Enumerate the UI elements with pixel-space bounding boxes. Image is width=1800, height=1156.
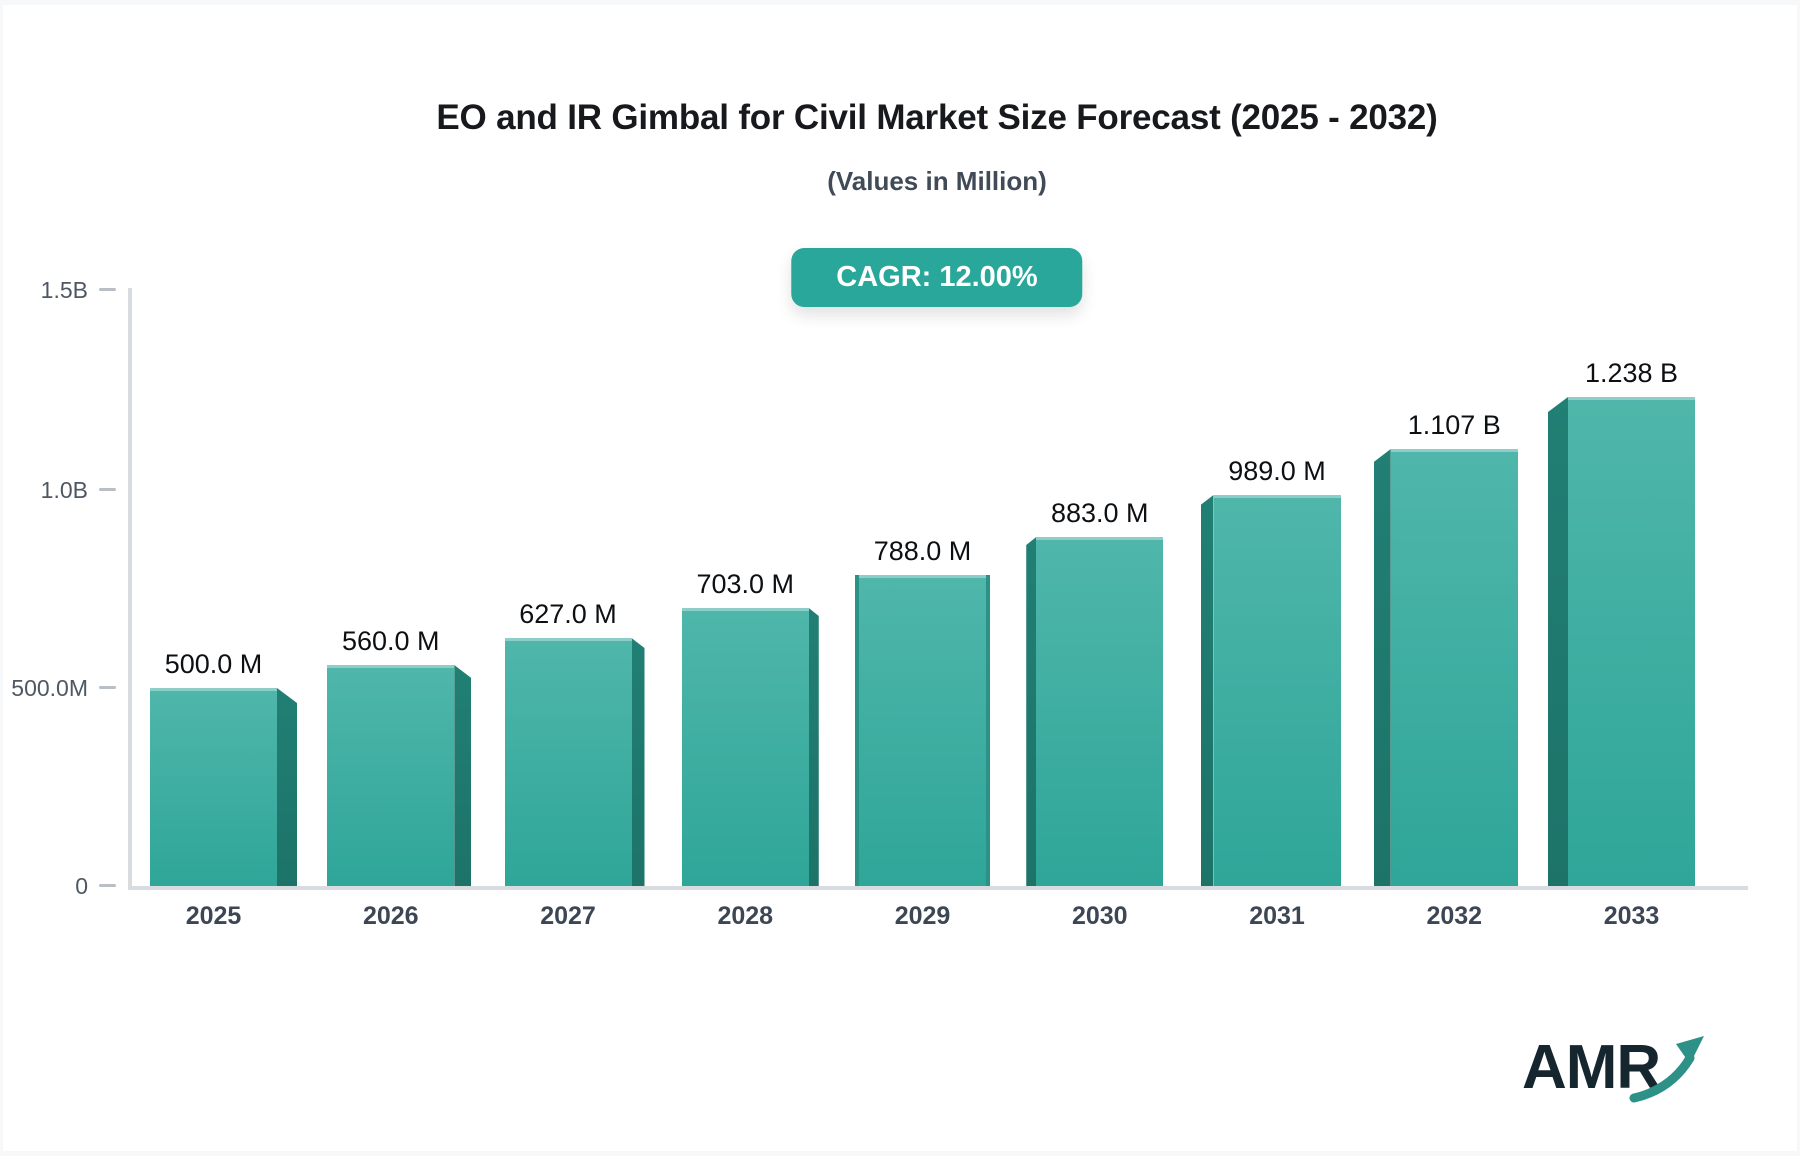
x-axis-label-2033: 2033: [1603, 902, 1660, 930]
x-axis-label-2031: 2031: [1249, 902, 1305, 930]
x-axis-labels: 2025 2026 2027 2028 2029 2030 2031 2032 2033: [132, 902, 1746, 938]
bar-value-label: 627.0 M: [519, 599, 617, 629]
chart-subtitle: (Values in Million): [827, 166, 1047, 196]
bar-2032: 1.107 B: [1390, 410, 1518, 886]
bar-value-label: 1.238 B: [1584, 358, 1679, 388]
bar-2025: 500.0 M: [150, 649, 277, 886]
bar-2030: 883.0 M: [1036, 498, 1164, 886]
amr-logo-graphic: AMR: [1522, 1033, 1704, 1103]
y-tick-label: 500.0M: [11, 675, 88, 701]
amr-logo: AMR: [1522, 1028, 1712, 1108]
y-tick-dash: [99, 686, 116, 689]
x-axis-label-2029: 2029: [894, 902, 951, 930]
bar-2033: 1.238 B: [1568, 358, 1695, 886]
x-axis-label-2026: 2026: [362, 902, 419, 930]
bar-side-2032: [1373, 449, 1391, 886]
bar-2026: 560.0 M: [327, 626, 455, 886]
y-axis-line: [128, 288, 132, 890]
growth-arrow-icon: [1629, 1036, 1704, 1103]
bar-side-2027: [631, 638, 645, 886]
x-axis-label-2030: 2030: [1071, 902, 1128, 930]
bar-2027: 627.0 M: [504, 599, 632, 886]
bar-2029: 788.0 M: [855, 536, 990, 886]
y-tick-label: 1.0B: [40, 477, 88, 503]
bar-value-label: 500.0 M: [164, 649, 263, 679]
cagr-badge: CAGR: 12.00%: [791, 248, 1083, 307]
bar-side-2033: [1548, 397, 1568, 886]
bar-side-2025: [277, 688, 297, 886]
bar-value-label: 788.0 M: [873, 536, 972, 566]
bar-side-2028: [808, 608, 819, 886]
bar-value-label: 703.0 M: [696, 569, 795, 599]
x-axis-line: [128, 886, 1748, 890]
bar-2028: 703.0 M: [681, 569, 809, 886]
chart-title: EO and IR Gimbal for Civil Market Size F…: [436, 98, 1438, 137]
bar-value-label: 883.0 M: [1050, 498, 1149, 528]
y-tick-dash: [99, 884, 116, 887]
bars-area: 500.0 M 560.0 M 627.0 M 703.0 M 788.0 M 883.0…: [132, 286, 1746, 886]
bar-side-2031: [1200, 495, 1214, 886]
y-tick-label: 1.5B: [40, 277, 88, 303]
x-axis-label-2028: 2028: [717, 902, 774, 930]
x-axis-label-2032: 2032: [1426, 902, 1483, 930]
bar-value-label: 560.0 M: [341, 626, 440, 656]
y-tick-dash: [99, 488, 116, 491]
bar-side-2026: [454, 665, 472, 886]
y-tick-dash: [99, 288, 116, 291]
x-axis-label-2027: 2027: [540, 902, 596, 930]
x-axis-label-2025: 2025: [185, 902, 242, 930]
bar-side-2030: [1026, 537, 1037, 886]
bar-value-label: 1.107 B: [1407, 410, 1501, 440]
amr-logo-text: AMR: [1522, 1033, 1660, 1102]
bar-2031: 989.0 M: [1213, 456, 1341, 886]
y-tick-label: 0: [75, 873, 88, 899]
bar-value-label: 989.0 M: [1228, 456, 1326, 486]
